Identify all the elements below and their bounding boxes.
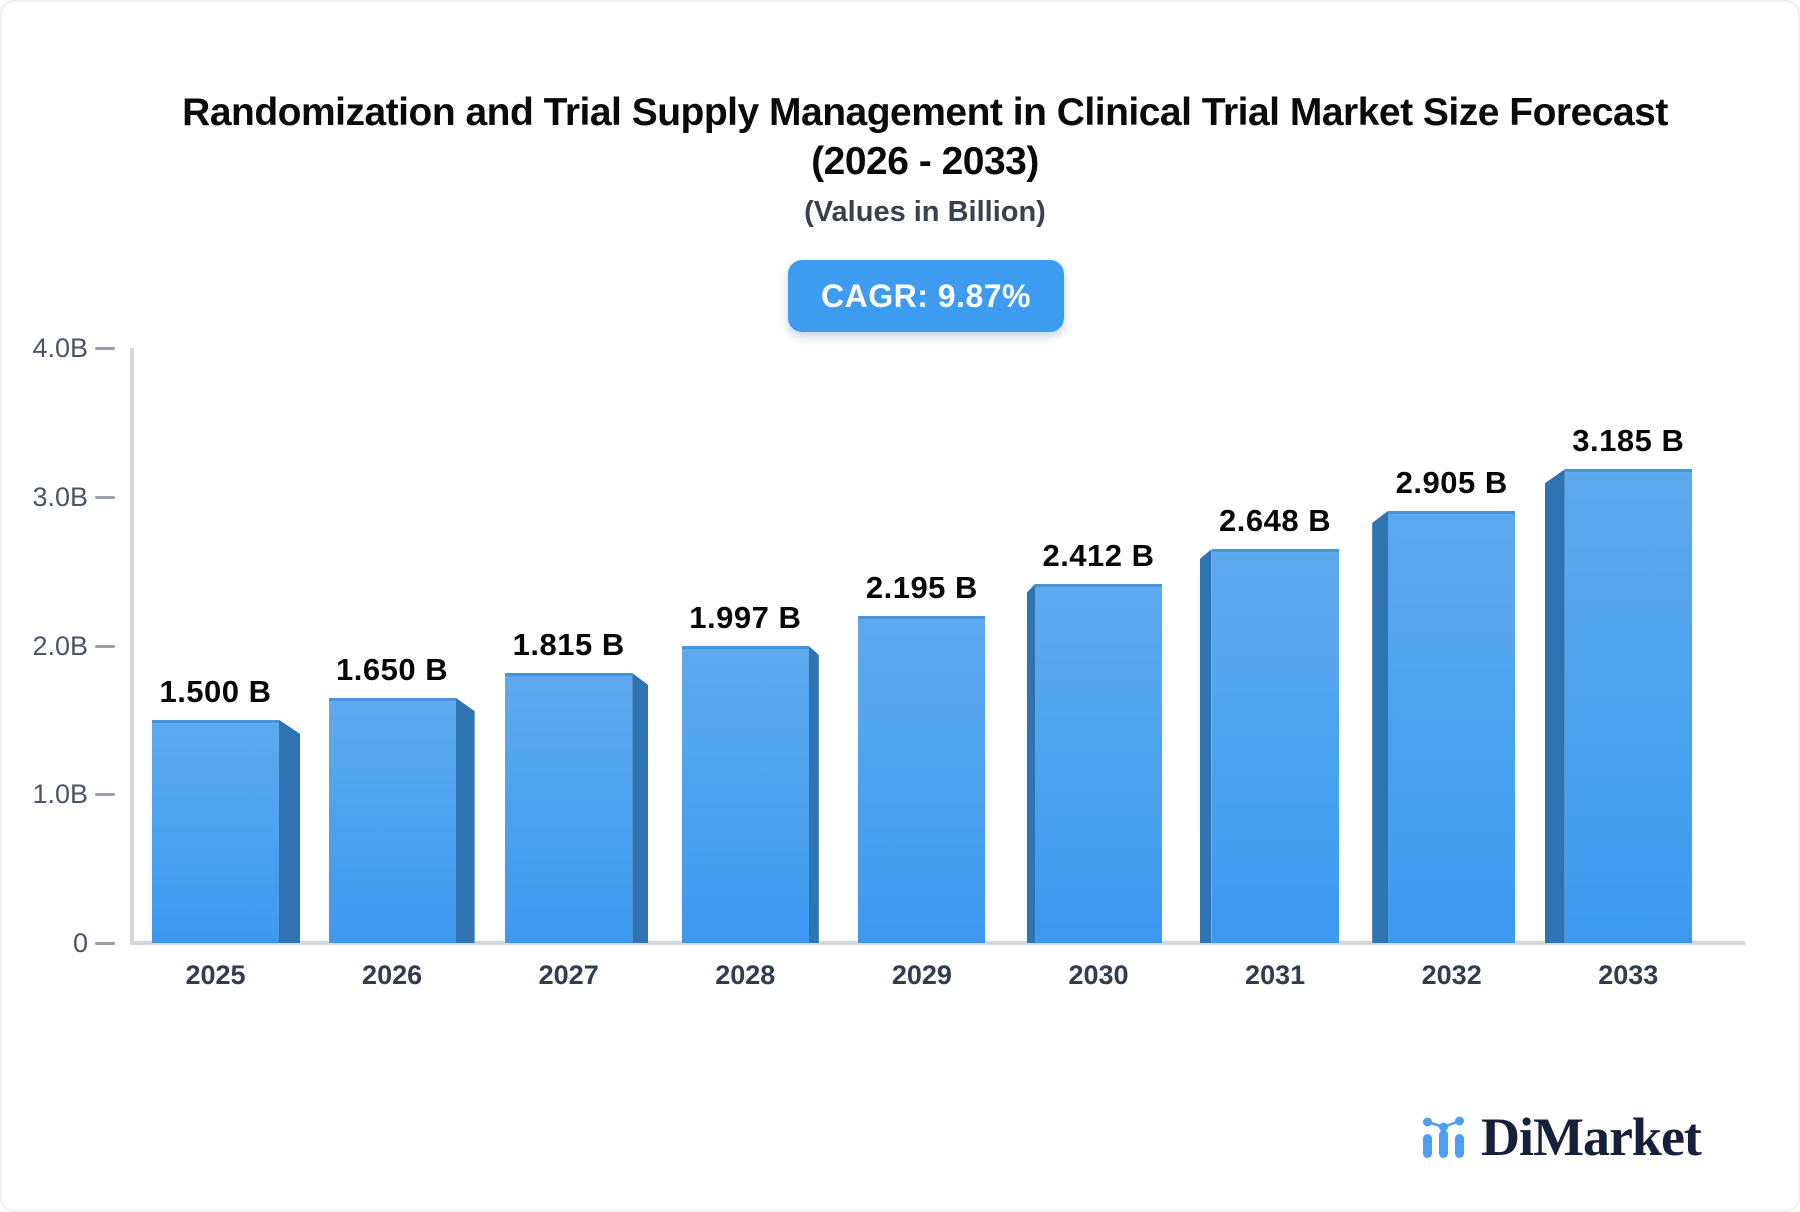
bar-2030: [1035, 584, 1162, 943]
bar-value-label: 2.195 B: [865, 570, 978, 606]
y-tick-mark: [95, 793, 115, 797]
y-tick-label: 2.0B: [32, 630, 88, 661]
bar-3d-side: [1372, 510, 1389, 943]
y-tick-label: 0: [72, 928, 88, 958]
y-tick-mark: [95, 942, 115, 945]
bar-3d-side: [279, 719, 300, 943]
x-tick-label-2032: 2032: [1421, 960, 1482, 990]
x-tick-label-2029: 2029: [891, 960, 952, 990]
bar-2031: [1211, 549, 1339, 943]
bar-2032: [1388, 510, 1516, 943]
y-tick-mark: [95, 495, 115, 499]
bar-3d-side: [455, 697, 475, 943]
x-tick-label-2031: 2031: [1245, 960, 1306, 990]
x-tick-label-2027: 2027: [538, 960, 599, 990]
chart-header: Randomization and Trial Supply Managemen…: [105, 88, 1745, 229]
bar-2025: [152, 719, 279, 943]
y-tick-mark: [95, 347, 115, 350]
brand-logo: DiMarket: [1420, 1098, 1702, 1167]
bar-3d-side: [808, 645, 819, 943]
bar-3d-side: [1544, 469, 1565, 943]
y-axis-line: [130, 348, 134, 945]
brand-name: DiMarket: [1481, 1107, 1702, 1167]
y-tick-label: 3.0B: [32, 481, 88, 512]
chart-title-line1: Randomization and Trial Supply Managemen…: [182, 91, 1668, 134]
y-tick-label: 1.0B: [32, 779, 88, 810]
cagr-badge: CAGR: 9.87%: [788, 260, 1064, 332]
bar-2033: [1564, 469, 1692, 943]
bar-value-label: 2.648 B: [1219, 503, 1332, 539]
bar-value-label: 1.997 B: [689, 599, 802, 635]
x-tick-label-2028: 2028: [715, 960, 776, 990]
x-tick-label-2026: 2026: [362, 960, 423, 990]
bar-2026: [328, 697, 456, 943]
y-tick-mark: [95, 644, 115, 648]
bar-3d-side: [632, 673, 649, 943]
bar-3d-side: [1027, 584, 1035, 943]
x-tick-label-2025: 2025: [185, 960, 246, 990]
x-axis-line: [130, 941, 1745, 945]
bar-value-label: 2.412 B: [1042, 538, 1155, 574]
bar-value-label: 3.185 B: [1572, 423, 1685, 459]
chart-subtitle: (Values in Billion): [804, 196, 1046, 228]
bar-2029: [858, 616, 986, 943]
bar-value-label: 1.650 B: [336, 651, 449, 687]
y-tick-label: 4.0B: [32, 333, 88, 363]
x-tick-label-2033: 2033: [1598, 960, 1659, 990]
bar-3d-side: [1199, 549, 1212, 943]
bar-value-label: 1.815 B: [512, 627, 625, 663]
chart-title: Randomization and Trial Supply Managemen…: [105, 88, 1745, 186]
bar-value-label: 2.905 B: [1395, 464, 1508, 500]
chart-title-line2: (2026 - 2033): [811, 140, 1039, 183]
bar-value-label: 1.500 B: [159, 673, 272, 709]
x-tick-label-2030: 2030: [1068, 960, 1129, 990]
bar-2027: [505, 673, 633, 943]
bar-2028: [681, 645, 809, 943]
bar-chart-logo-icon: [1423, 1116, 1464, 1158]
